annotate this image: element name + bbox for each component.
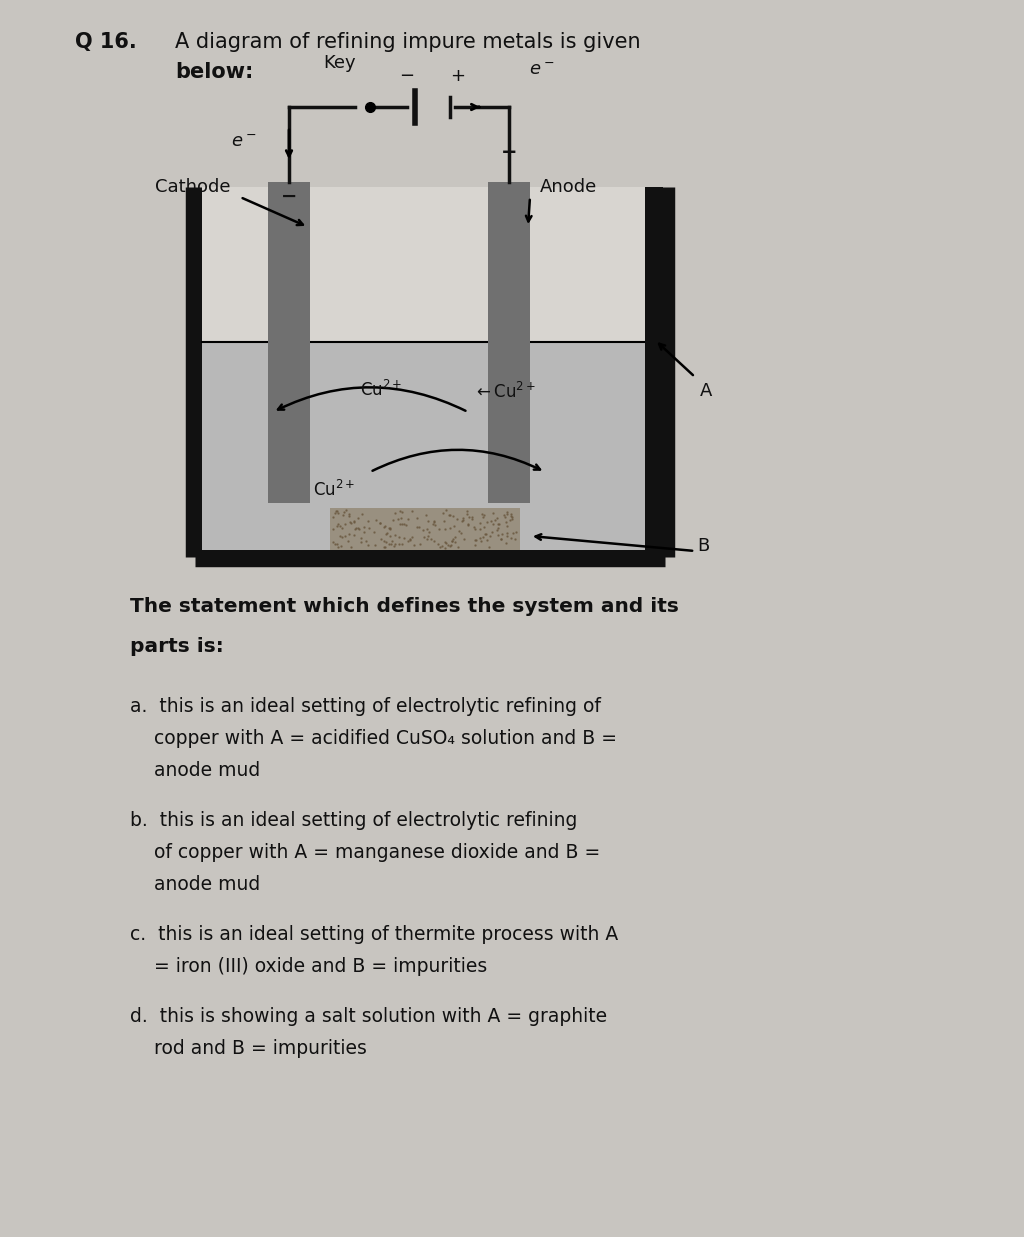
Text: parts is:: parts is: (130, 637, 224, 656)
Text: A diagram of refining impure metals is given: A diagram of refining impure metals is g… (175, 32, 641, 52)
Text: rod and B = impurities: rod and B = impurities (130, 1039, 367, 1058)
Text: The statement which defines the system and its: The statement which defines the system a… (130, 597, 679, 616)
Bar (202, 187, 658, 341)
Text: $\leftarrow$Cu$^{2+}$: $\leftarrow$Cu$^{2+}$ (473, 382, 536, 402)
Text: Key: Key (324, 54, 356, 72)
Text: −: − (281, 187, 297, 207)
Text: Cathode: Cathode (155, 178, 230, 195)
Text: $e^-$: $e^-$ (529, 61, 555, 79)
Text: = iron (III) oxide and B = impurities: = iron (III) oxide and B = impurities (130, 957, 487, 976)
Text: +: + (501, 143, 517, 162)
Bar (268, 182, 310, 503)
Text: b.  this is an ideal setting of electrolytic refining: b. this is an ideal setting of electroly… (130, 811, 578, 830)
Text: anode mud: anode mud (130, 875, 260, 894)
Text: copper with A = acidified CuSO₄ solution and B =: copper with A = acidified CuSO₄ solution… (130, 729, 617, 748)
Text: +: + (451, 67, 466, 85)
Text: c.  this is an ideal setting of thermite process with A: c. this is an ideal setting of thermite … (130, 925, 618, 944)
Text: Cu$^{2+}$: Cu$^{2+}$ (360, 380, 402, 400)
Text: below:: below: (175, 62, 253, 82)
Text: A: A (700, 382, 713, 400)
Text: anode mud: anode mud (130, 761, 260, 781)
Bar (488, 182, 530, 503)
Text: Cu$^{2+}$: Cu$^{2+}$ (312, 480, 355, 500)
Bar (202, 341, 658, 550)
Text: d.  this is showing a salt solution with A = graphite: d. this is showing a salt solution with … (130, 1007, 607, 1025)
Text: Anode: Anode (540, 178, 597, 195)
Text: a.  this is an ideal setting of electrolytic refining of: a. this is an ideal setting of electroly… (130, 696, 601, 716)
Text: −: − (399, 67, 415, 85)
Bar (330, 508, 520, 550)
Text: B: B (697, 537, 710, 555)
Text: $e^-$: $e^-$ (231, 134, 257, 151)
Text: Q 16.: Q 16. (75, 32, 137, 52)
Bar (645, 187, 663, 550)
Text: of copper with A = manganese dioxide and B =: of copper with A = manganese dioxide and… (130, 842, 600, 862)
